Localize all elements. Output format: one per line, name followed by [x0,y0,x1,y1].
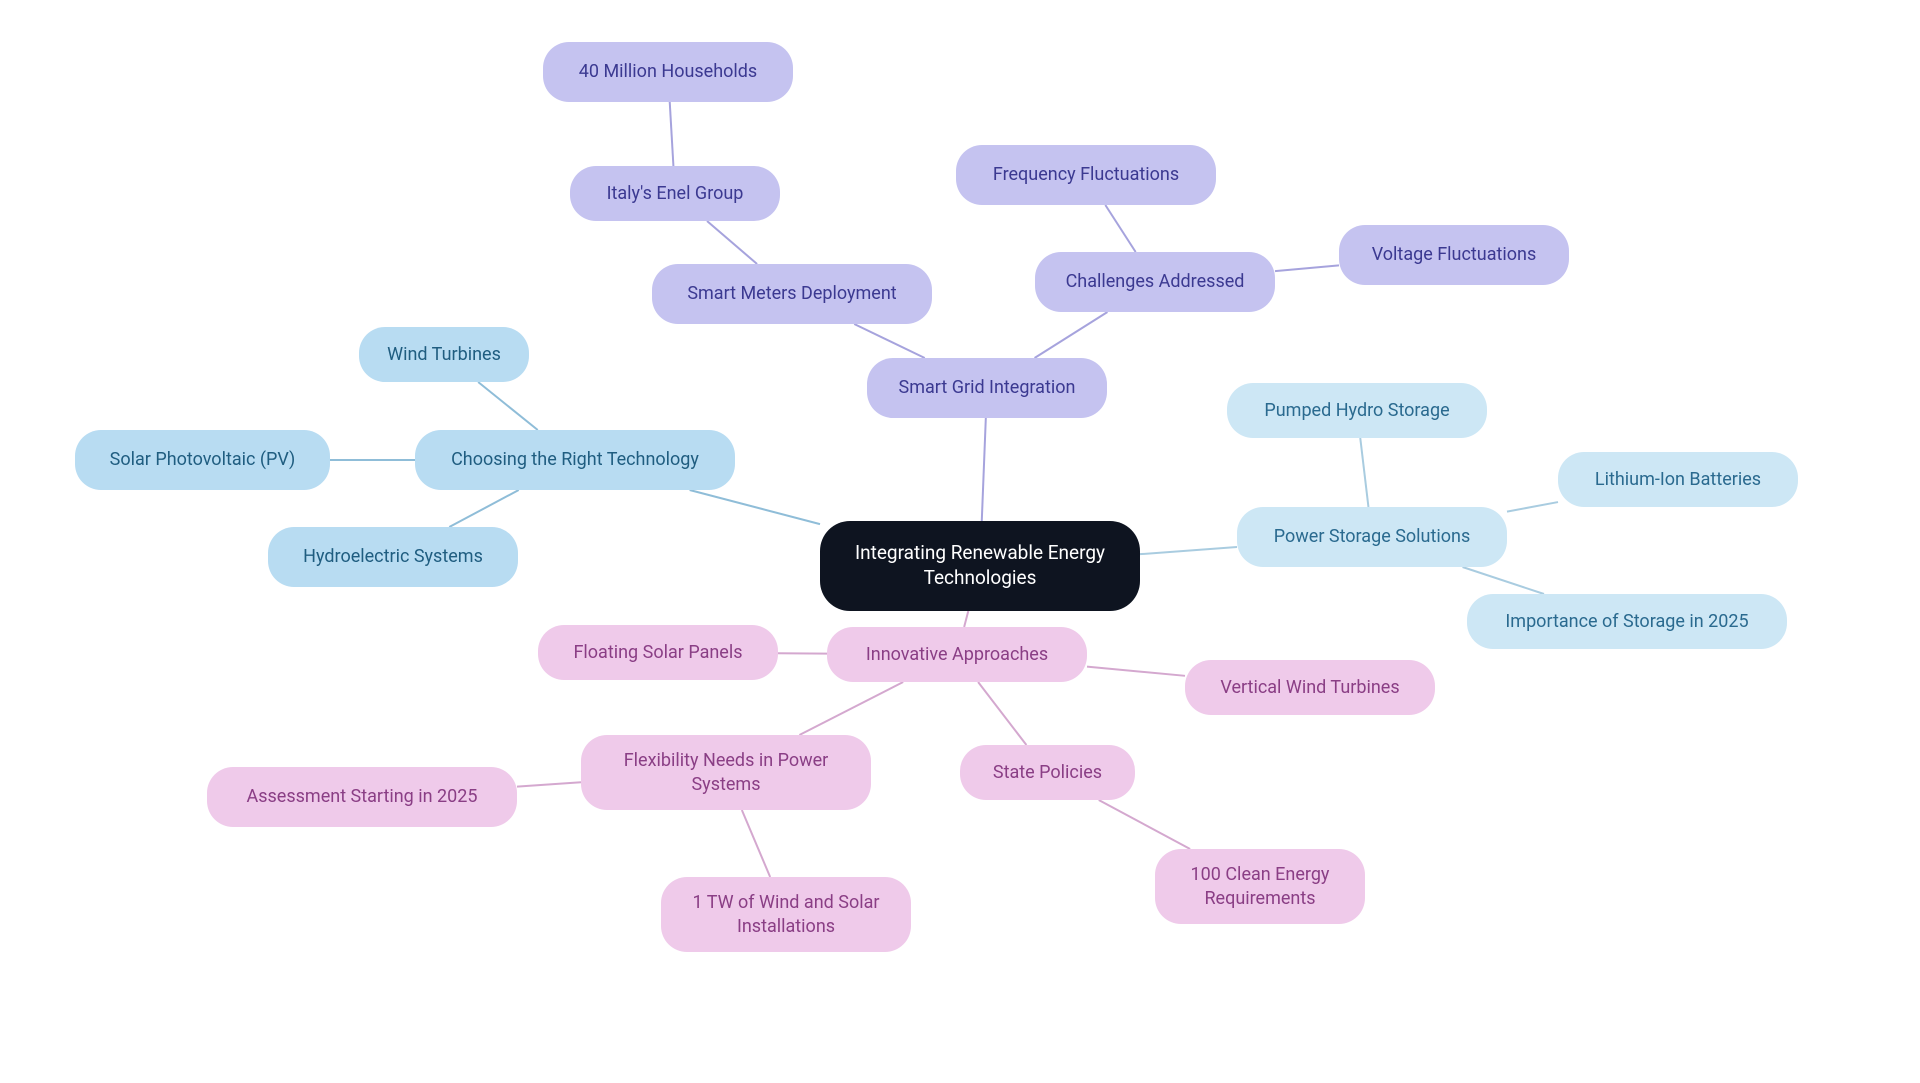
node-pumped: Pumped Hydro Storage [1227,383,1487,438]
node-choosing: Choosing the Right Technology [415,430,735,490]
node-onetw: 1 TW of Wind and Solar Installations [661,877,911,952]
edge [742,810,770,877]
edge [1360,438,1368,507]
node-solar: Solar Photovoltaic (PV) [75,430,330,490]
node-state: State Policies [960,745,1135,800]
node-storage: Power Storage Solutions [1237,507,1507,567]
node-innovative: Innovative Approaches [827,627,1087,682]
edge [964,611,968,627]
node-lithium: Lithium-Ion Batteries [1558,452,1798,507]
edge [478,382,538,430]
edge [1463,567,1544,594]
node-assessment: Assessment Starting in 2025 [207,767,517,827]
edge [449,490,518,527]
edge [1507,502,1558,512]
edge [1099,800,1190,849]
edge [799,682,903,735]
node-voltage: Voltage Fluctuations [1339,225,1569,285]
edge [1105,205,1135,252]
node-challenges: Challenges Addressed [1035,252,1275,312]
node-root: Integrating Renewable Energy Technologie… [820,521,1140,611]
edge [854,324,925,358]
node-flexibility: Flexibility Needs in Power Systems [581,735,871,810]
node-floating: Floating Solar Panels [538,625,778,680]
node-frequency: Frequency Fluctuations [956,145,1216,205]
node-smartmeters: Smart Meters Deployment [652,264,932,324]
node-clean100: 100 Clean Energy Requirements [1155,849,1365,924]
edge [690,490,820,524]
edge [982,418,986,521]
edge [1140,547,1237,554]
node-enel: Italy's Enel Group [570,166,780,221]
edge [978,682,1026,745]
mindmap-canvas: Integrating Renewable Energy Technologie… [0,0,1920,1083]
edge [707,221,757,264]
edge [1275,265,1339,271]
node-importance: Importance of Storage in 2025 [1467,594,1787,649]
node-vertical: Vertical Wind Turbines [1185,660,1435,715]
edge [1087,667,1185,676]
node-hydro: Hydroelectric Systems [268,527,518,587]
edge [1035,312,1108,358]
node-households: 40 Million Households [543,42,793,102]
edge [670,102,674,166]
edge [517,782,581,786]
node-wind: Wind Turbines [359,327,529,382]
node-smartgrid: Smart Grid Integration [867,358,1107,418]
